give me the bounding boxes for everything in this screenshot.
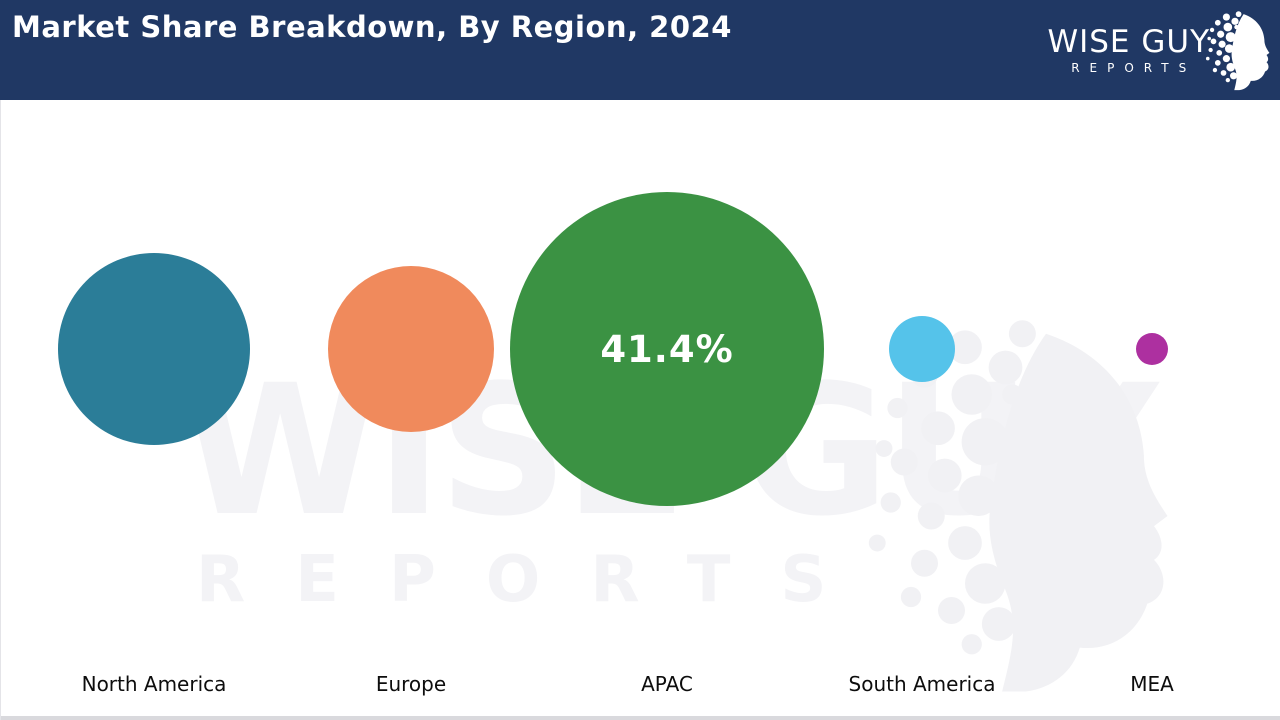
category-label-south-america: South America — [848, 672, 996, 696]
logo-text: WISE GUY REPORTS — [1047, 25, 1210, 74]
bubble-north-america[interactable] — [58, 253, 250, 445]
bubble-chart: WISE GUY REPORTS North America Europe 41.4… — [0, 100, 1280, 720]
bubble-mea[interactable] — [1136, 333, 1168, 365]
logo-subtitle: REPORTS — [1071, 60, 1197, 75]
category-label-apac: APAC — [641, 672, 693, 696]
category-label-europe: Europe — [375, 672, 447, 696]
logo-wordmark: WISE GUY — [1047, 24, 1210, 61]
bubble-layer: North America Europe 41.4% APAC South Americ… — [1, 100, 1280, 720]
category-label-north-america: North America — [81, 672, 227, 696]
category-label-mea: MEA — [1130, 672, 1174, 696]
bubble-apac[interactable]: 41.4% — [510, 192, 824, 506]
wise-guy-reports-logo: WISE GUY REPORTS — [1047, 6, 1274, 94]
head-profile-icon — [1205, 11, 1270, 91]
page-title: Market Share Breakdown, By Region, 2024 — [12, 10, 732, 44]
bubble-europe[interactable] — [328, 266, 494, 432]
header-bar: Market Share Breakdown, By Region, 2024 … — [0, 0, 1280, 100]
bubble-value-label: 41.4% — [600, 327, 734, 371]
bubble-south-america[interactable] — [889, 316, 955, 382]
bottom-edge-strip — [1, 716, 1280, 720]
